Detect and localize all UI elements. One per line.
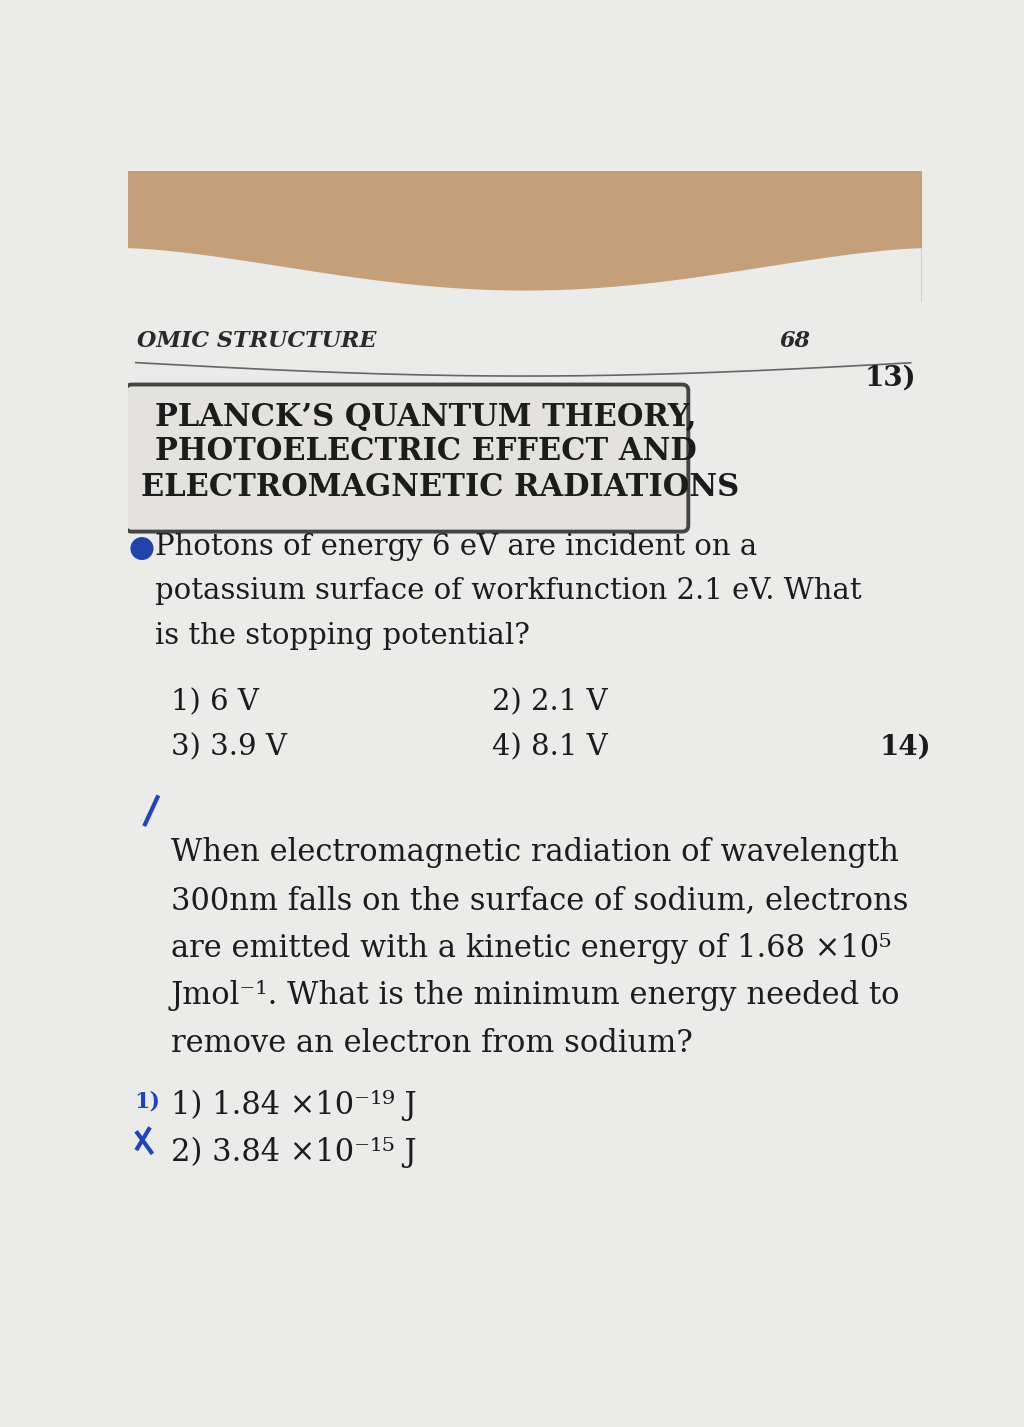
Polygon shape bbox=[128, 171, 922, 303]
Polygon shape bbox=[128, 248, 922, 1270]
Text: Photons of energy 6 eV are incident on a: Photons of energy 6 eV are incident on a bbox=[155, 532, 758, 561]
Text: are emitted with a kinetic energy of 1.68 ×10⁵: are emitted with a kinetic energy of 1.6… bbox=[171, 933, 891, 963]
Text: When electromagnetic radiation of wavelength: When electromagnetic radiation of wavele… bbox=[171, 838, 899, 868]
Circle shape bbox=[131, 538, 153, 559]
Text: PHOTOELECTRIC EFFECT AND: PHOTOELECTRIC EFFECT AND bbox=[155, 437, 697, 467]
Text: potassium surface of workfunction 2.1 eV. What: potassium surface of workfunction 2.1 eV… bbox=[155, 578, 862, 605]
Text: Jmol⁻¹. What is the minimum energy needed to: Jmol⁻¹. What is the minimum energy neede… bbox=[171, 980, 900, 1012]
Text: 4) 8.1 V: 4) 8.1 V bbox=[493, 733, 608, 761]
Text: 1) 6 V: 1) 6 V bbox=[171, 688, 259, 716]
Text: remove an electron from sodium?: remove an electron from sodium? bbox=[171, 1027, 692, 1059]
Text: 14): 14) bbox=[880, 733, 932, 761]
Text: 300nm falls on the surface of sodium, electrons: 300nm falls on the surface of sodium, el… bbox=[171, 885, 908, 916]
Text: OMIC STRUCTURE: OMIC STRUCTURE bbox=[137, 330, 377, 352]
Text: 2) 2.1 V: 2) 2.1 V bbox=[493, 688, 608, 716]
Text: ELECTROMAGNETIC RADIATIONS: ELECTROMAGNETIC RADIATIONS bbox=[141, 472, 739, 504]
Text: 68: 68 bbox=[779, 330, 810, 352]
FancyBboxPatch shape bbox=[126, 384, 688, 532]
Text: 1) 1.84 ×10⁻¹⁹ J: 1) 1.84 ×10⁻¹⁹ J bbox=[171, 1089, 416, 1120]
Text: 2) 3.84 ×10⁻¹⁵ J: 2) 3.84 ×10⁻¹⁵ J bbox=[171, 1137, 416, 1169]
Text: is the stopping potential?: is the stopping potential? bbox=[155, 622, 530, 651]
Text: 13): 13) bbox=[864, 364, 915, 391]
Text: 1): 1) bbox=[134, 1090, 160, 1113]
Text: PLANCK’S QUANTUM THEORY,: PLANCK’S QUANTUM THEORY, bbox=[155, 401, 696, 432]
Text: 3) 3.9 V: 3) 3.9 V bbox=[171, 733, 287, 761]
